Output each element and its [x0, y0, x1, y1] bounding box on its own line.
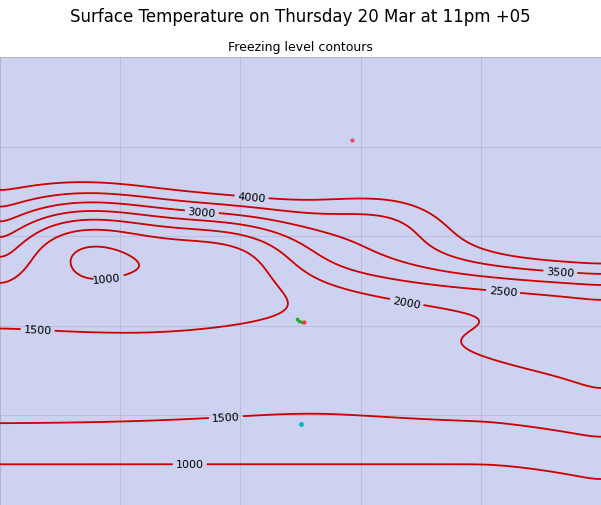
Text: Freezing level contours: Freezing level contours [228, 41, 373, 54]
Text: 1500: 1500 [212, 412, 240, 423]
Text: 2500: 2500 [489, 286, 517, 298]
Text: 1500: 1500 [23, 325, 52, 336]
Text: 4000: 4000 [237, 191, 266, 204]
Text: 3500: 3500 [546, 266, 575, 278]
Text: 2000: 2000 [392, 295, 421, 310]
Text: Surface Temperature on Thursday 20 Mar at 11pm +05: Surface Temperature on Thursday 20 Mar a… [70, 9, 531, 26]
Text: 3000: 3000 [188, 206, 216, 218]
Text: 1000: 1000 [93, 273, 121, 285]
Text: 1000: 1000 [175, 460, 204, 469]
